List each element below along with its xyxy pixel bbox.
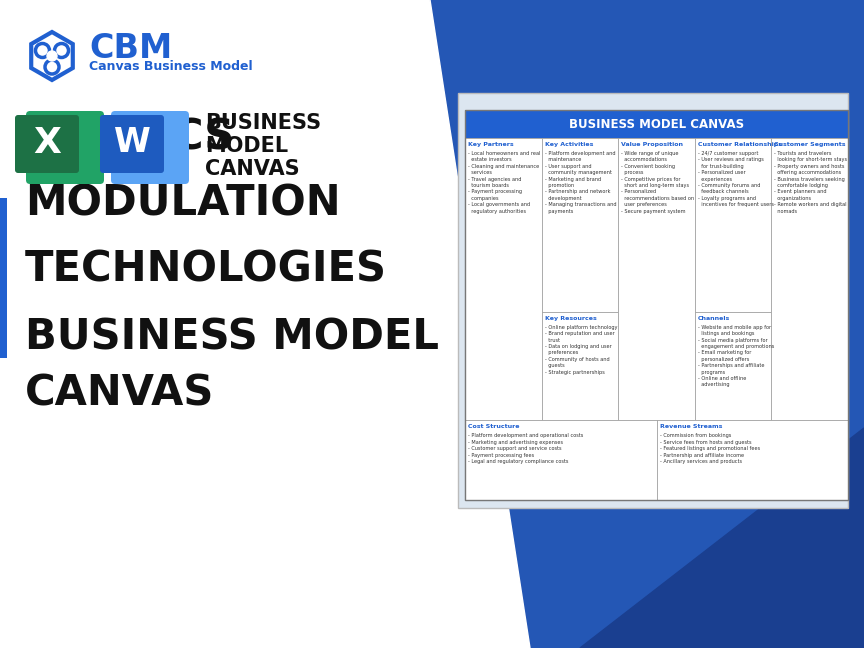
- Text: - Online platform technology
- Brand reputation and user
  trust
- Data on lodgi: - Online platform technology - Brand rep…: [544, 325, 617, 375]
- Polygon shape: [580, 428, 864, 648]
- Text: TECHNOLOGIES: TECHNOLOGIES: [25, 249, 387, 291]
- Polygon shape: [430, 0, 864, 648]
- Text: CANVAS: CANVAS: [205, 159, 300, 179]
- Text: MODEL: MODEL: [205, 136, 288, 156]
- FancyBboxPatch shape: [458, 93, 848, 508]
- FancyBboxPatch shape: [111, 111, 189, 184]
- Text: Key Activities: Key Activities: [544, 142, 593, 147]
- Polygon shape: [430, 0, 530, 648]
- Text: AXONICS: AXONICS: [25, 117, 235, 159]
- Text: - Commission from bookings
- Service fees from hosts and guests
- Featured listi: - Commission from bookings - Service fee…: [659, 434, 759, 464]
- Text: BUSINESS: BUSINESS: [205, 113, 321, 133]
- Text: - Local homeowners and real
  estate investors
- Cleaning and maintenance
  serv: - Local homeowners and real estate inves…: [468, 151, 541, 214]
- FancyBboxPatch shape: [15, 115, 79, 173]
- FancyBboxPatch shape: [465, 110, 848, 138]
- Text: Cost Structure: Cost Structure: [468, 424, 519, 430]
- Text: Canvas Business Model: Canvas Business Model: [89, 60, 252, 73]
- Text: Customer Relationships: Customer Relationships: [698, 142, 782, 147]
- FancyBboxPatch shape: [695, 312, 772, 421]
- Text: W: W: [113, 126, 150, 159]
- Text: BUSINESS MODEL CANVAS: BUSINESS MODEL CANVAS: [569, 117, 744, 130]
- Text: BUSINESS MODEL: BUSINESS MODEL: [25, 317, 439, 359]
- FancyBboxPatch shape: [465, 138, 848, 500]
- Text: - Tourists and travelers
  looking for short-term stays
- Property owners and ho: - Tourists and travelers looking for sho…: [774, 151, 848, 214]
- Text: CANVAS: CANVAS: [25, 372, 214, 414]
- FancyBboxPatch shape: [657, 421, 848, 500]
- FancyBboxPatch shape: [695, 138, 772, 312]
- FancyBboxPatch shape: [542, 312, 619, 421]
- Text: - Wide range of unique
  accommodations
- Convenient booking
  process
- Competi: - Wide range of unique accommodations - …: [621, 151, 695, 214]
- FancyBboxPatch shape: [0, 198, 7, 358]
- Text: MODULATION: MODULATION: [25, 182, 340, 224]
- FancyBboxPatch shape: [100, 115, 164, 173]
- Text: Key Partners: Key Partners: [468, 142, 513, 147]
- FancyBboxPatch shape: [772, 138, 848, 421]
- FancyBboxPatch shape: [542, 138, 619, 312]
- FancyBboxPatch shape: [619, 138, 695, 421]
- Text: - Website and mobile app for
  listings and bookings
- Social media platforms fo: - Website and mobile app for listings an…: [698, 325, 774, 388]
- Circle shape: [47, 51, 57, 61]
- FancyBboxPatch shape: [26, 111, 104, 184]
- Text: Value Proposition: Value Proposition: [621, 142, 683, 147]
- Text: X: X: [33, 126, 61, 160]
- Text: Revenue Streams: Revenue Streams: [659, 424, 722, 430]
- Text: - 24/7 customer support
- User reviews and ratings
  for trust-building
- Person: - 24/7 customer support - User reviews a…: [698, 151, 773, 207]
- Text: - Platform development and
  maintenance
- User support and
  community manageme: - Platform development and maintenance -…: [544, 151, 616, 214]
- FancyBboxPatch shape: [465, 421, 657, 500]
- FancyBboxPatch shape: [465, 138, 542, 421]
- Text: Channels: Channels: [698, 316, 730, 321]
- Text: CBM: CBM: [89, 32, 172, 65]
- Text: Key Resources: Key Resources: [544, 316, 596, 321]
- Text: Customer Segments: Customer Segments: [774, 142, 846, 147]
- Text: - Platform development and operational costs
- Marketing and advertising expense: - Platform development and operational c…: [468, 434, 583, 464]
